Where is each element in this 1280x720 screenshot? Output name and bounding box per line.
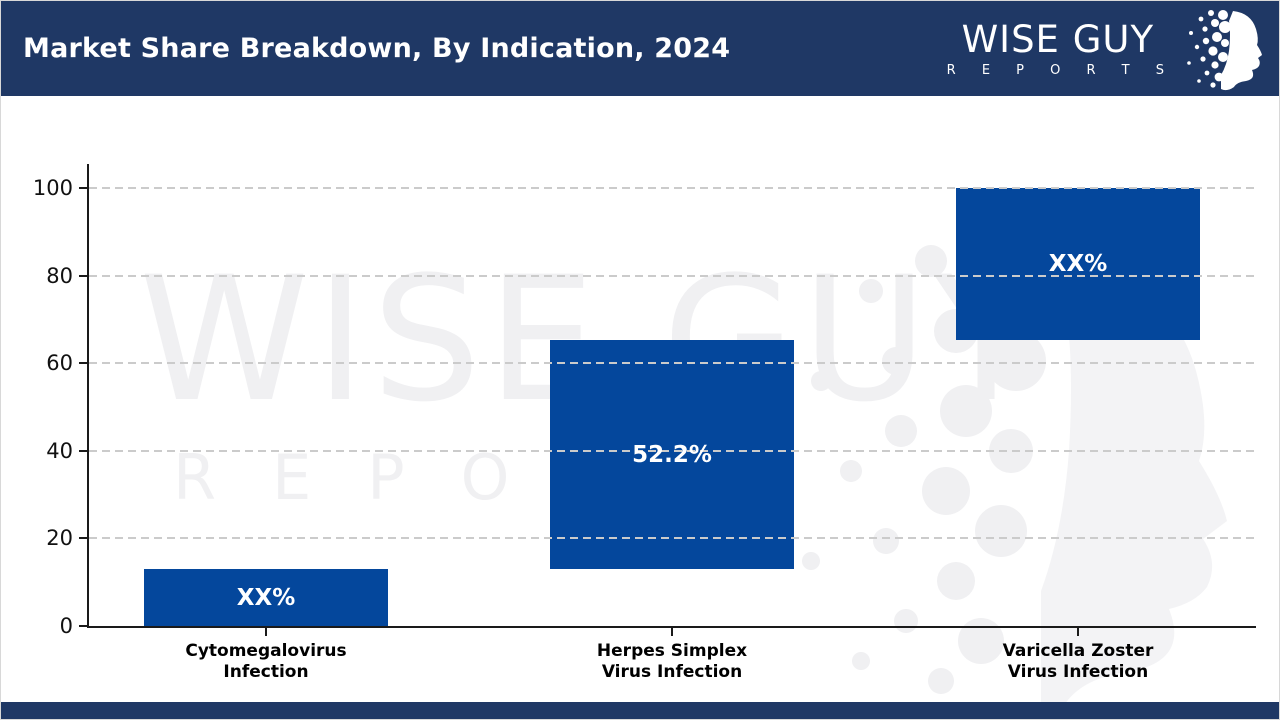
- x-category-label: Cytomegalovirus Infection: [185, 641, 347, 682]
- gridline: [89, 449, 1254, 452]
- x-axis-line: [87, 626, 1256, 628]
- logo-subtext: R E P O R T S: [946, 62, 1175, 78]
- logo-name: WISE GUY: [961, 17, 1155, 61]
- y-tick-mark: [79, 187, 87, 189]
- y-tick-mark: [79, 449, 87, 452]
- page-title: Market Share Breakdown, By Indication, 2…: [23, 33, 731, 64]
- header-bar: Market Share Breakdown, By Indication, 2…: [1, 1, 1279, 96]
- y-tick-mark: [79, 625, 87, 627]
- logo-wordmark: WISE GUY R E P O R T S: [941, 21, 1175, 77]
- y-tick-label: 100: [32, 176, 73, 200]
- bar-value-label: 52.2%: [632, 441, 712, 468]
- bar-segment: [956, 188, 1200, 341]
- bar-segment: [550, 340, 794, 570]
- y-tick-label: 20: [46, 526, 73, 551]
- logo-head-profile-icon: [1187, 9, 1262, 90]
- x-tick-mark: [265, 628, 267, 636]
- gridline: [89, 274, 1254, 277]
- y-axis-line: [87, 164, 89, 628]
- wise-guy-reports-logo: WISE GUY R E P O R T S: [941, 5, 1263, 93]
- x-category-label: Herpes Simplex Virus Infection: [596, 641, 748, 682]
- y-tick-label: 40: [46, 438, 73, 463]
- gridline: [89, 187, 1254, 189]
- chart-area: WISE GUY REPORTS 0 20 40 60 80: [1, 96, 1279, 711]
- y-tick-mark: [79, 537, 87, 540]
- y-tick-label: 60: [46, 351, 73, 376]
- footer-bar: [1, 702, 1279, 719]
- bar-segment: [144, 569, 388, 626]
- gridline: [89, 537, 1254, 540]
- gridline: [89, 362, 1254, 365]
- x-tick-mark: [671, 628, 673, 636]
- y-tick-label: 0: [59, 614, 73, 638]
- bar-value-label: XX%: [1048, 251, 1108, 278]
- y-tick-label: 80: [46, 263, 73, 288]
- y-tick-mark: [79, 274, 87, 277]
- bar-value-label: XX%: [236, 584, 296, 611]
- x-tick-mark: [1077, 628, 1079, 636]
- x-category-label: Varicella Zoster Virus Infection: [1002, 641, 1154, 682]
- y-tick-mark: [79, 362, 87, 365]
